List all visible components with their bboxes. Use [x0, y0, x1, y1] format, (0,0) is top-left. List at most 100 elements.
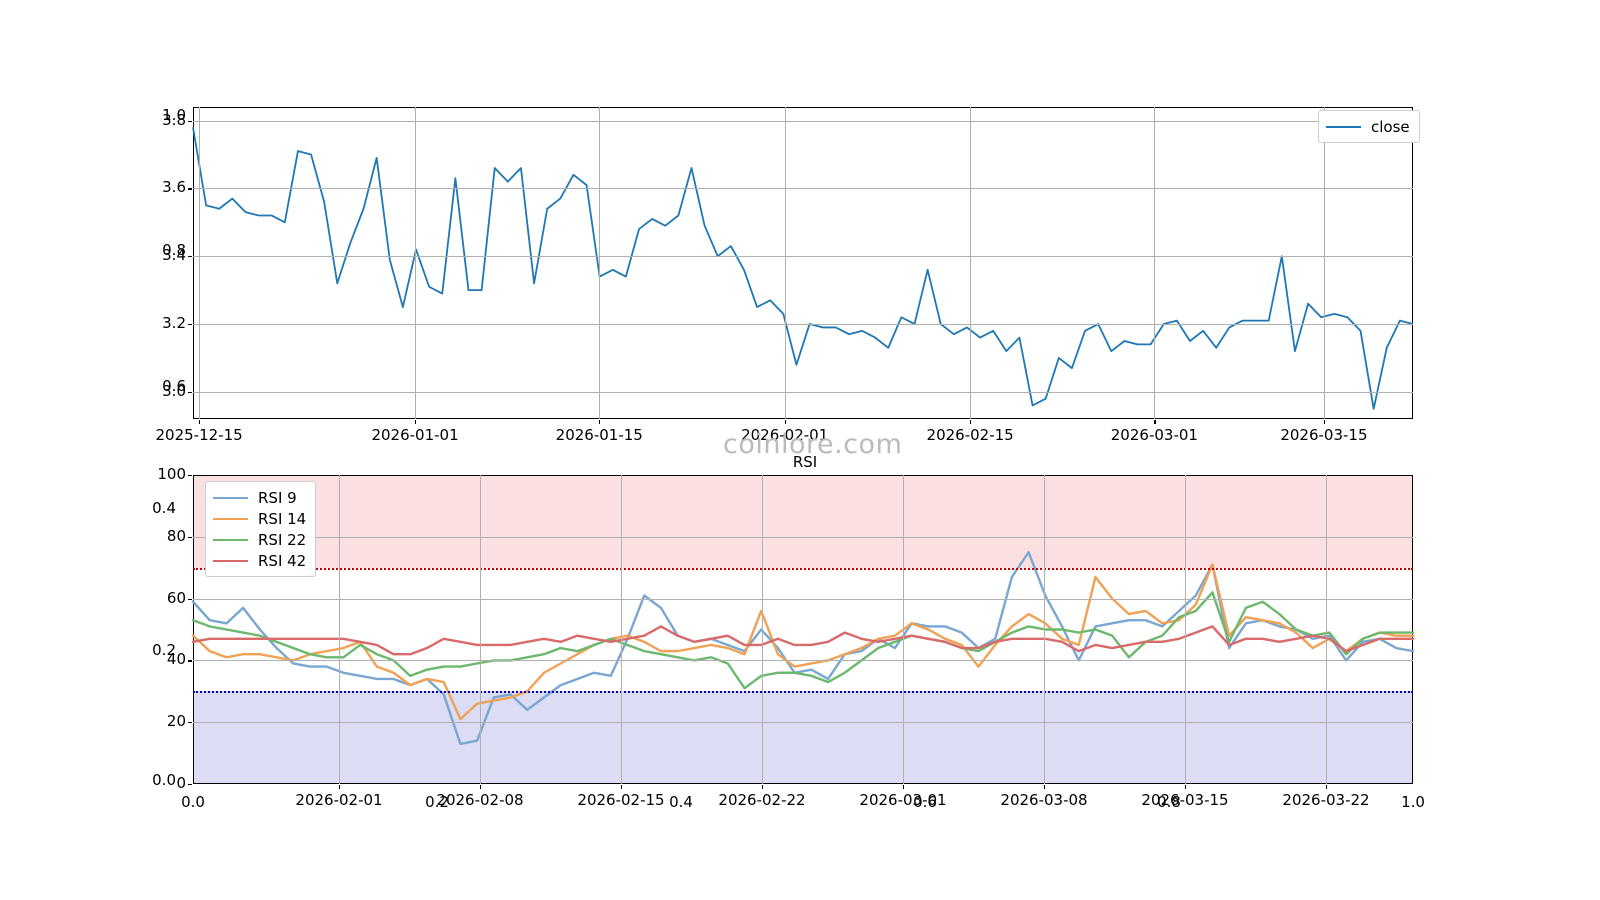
rsi-x-tickmark	[339, 785, 341, 789]
price-line-series	[192, 127, 1414, 410]
price-x-tick-label: 2026-01-01	[371, 426, 459, 444]
rsi-gridline-h	[193, 660, 1413, 662]
rsi-chart-legend[interactable]: RSI 9 RSI 14 RSI 22 RSI 42	[205, 481, 317, 577]
price-y-tick-label: 3.0	[162, 381, 186, 400]
rsi-x-secondary-tick-label: 0.2	[425, 793, 449, 811]
price-y-secondary-tick-label: 0.8	[162, 241, 186, 260]
rsi-line-rsi-9	[191, 551, 1415, 746]
price-chart-legend[interactable]: close	[1318, 110, 1420, 143]
watermark-coinlore: coinlore.com	[723, 429, 903, 460]
rsi-gridline-v	[1044, 475, 1045, 784]
rsi-y-tickmark	[188, 784, 192, 786]
rsi-x-tick-label: 2026-02-01	[295, 791, 383, 809]
rsi-x-tickmark	[480, 785, 482, 789]
price-x-tick-label: 2025-12-15	[155, 426, 243, 444]
rsi-y-tick-label: 60	[166, 588, 186, 607]
rsi-x-secondary-tick-label: 0.8	[1157, 793, 1181, 811]
rsi-line-rsi-22	[191, 591, 1415, 690]
price-gridline-h	[193, 324, 1413, 326]
price-x-tickmark	[1323, 420, 1326, 424]
rsi-y-tickmark	[188, 722, 192, 724]
legend-item-close[interactable]: close	[1326, 116, 1410, 137]
rsi-x-tickmark	[1044, 785, 1046, 789]
rsi-y-tick-label: 40	[166, 650, 186, 669]
rsi-x-secondary-tick-label: 0.6	[913, 793, 937, 811]
rsi-x-secondary-tick-label: 0.0	[181, 793, 205, 811]
rsi-x-tickmark	[903, 785, 905, 789]
rsi-x-tick-label: 2026-02-22	[718, 791, 806, 809]
price-x-tickmark	[1154, 420, 1156, 424]
rsi-gridline-v	[903, 475, 904, 784]
price-chart-axes	[192, 107, 1414, 419]
rsi-y-tickmark	[188, 536, 192, 538]
rsi-x-tickmark	[762, 785, 764, 789]
price-y-tick-label: 3.6	[162, 178, 186, 197]
rsi-gridline-h	[193, 722, 1413, 724]
legend-swatch-rsi-22	[213, 538, 248, 541]
price-gridline-h	[193, 391, 1413, 393]
rsi-chart-axes	[191, 475, 1415, 784]
overbought-band	[193, 475, 1413, 568]
rsi-gridline-h	[193, 598, 1413, 600]
price-gridline-h	[193, 120, 1413, 122]
price-y-tickmark	[188, 120, 192, 122]
rsi-line-rsi-42	[191, 625, 1415, 656]
price-x-tickmark	[415, 420, 417, 424]
legend-swatch-rsi-42	[213, 559, 248, 562]
rsi-x-tick-label: 2026-03-22	[1282, 791, 1370, 809]
price-x-tickmark	[599, 420, 601, 424]
price-y-tick-label: 3.4	[162, 246, 186, 265]
price-y-tick-label: 3.2	[162, 314, 186, 333]
legend-label-close: close	[1371, 117, 1410, 136]
price-gridline-v	[970, 107, 972, 419]
price-x-tick-label: 2026-02-15	[926, 426, 1014, 444]
close-price-line	[192, 127, 1414, 410]
rsi-gridline-v	[621, 475, 622, 784]
rsi-y-tickmark	[188, 660, 192, 662]
price-x-tickmark	[784, 420, 786, 424]
price-gridline-v	[199, 107, 201, 419]
price-gridline-v	[1323, 107, 1325, 419]
rsi-x-tickmark	[1185, 785, 1187, 789]
rsi-gridline-v	[1326, 475, 1327, 784]
rsi-x-secondary-tick-label: 1.0	[1401, 793, 1425, 811]
rsi-gridline-v	[339, 475, 340, 784]
price-gridline-v	[415, 107, 417, 419]
price-x-tick-label: 2026-03-01	[1110, 426, 1198, 444]
price-gridline-h	[193, 188, 1413, 190]
rsi-line-series	[191, 551, 1415, 746]
legend-item-rsi-9[interactable]: RSI 9	[213, 487, 306, 508]
rsi-y-secondary-tick-label: 0.2	[152, 641, 176, 660]
oversold-band	[193, 691, 1413, 784]
overbought-threshold-line	[193, 567, 1413, 570]
rsi-y-tickmark	[188, 598, 192, 600]
price-y-tickmark	[188, 256, 192, 258]
rsi-x-tickmark	[1326, 785, 1328, 789]
rsi-x-tick-label: 2026-02-08	[436, 791, 524, 809]
price-y-secondary-tick-label: 0.6	[162, 376, 186, 395]
legend-item-rsi-22[interactable]: RSI 22	[213, 529, 306, 550]
legend-swatch-rsi-9	[213, 496, 248, 499]
rsi-x-tick-label: 2026-03-01	[859, 791, 947, 809]
rsi-gridline-v	[762, 475, 763, 784]
price-x-tickmark	[970, 420, 972, 424]
legend-swatch-close	[1326, 125, 1361, 128]
rsi-x-tick-label: 2026-03-08	[1000, 791, 1088, 809]
legend-swatch-rsi-14	[213, 517, 248, 520]
legend-item-rsi-42[interactable]: RSI 42	[213, 550, 306, 571]
rsi-line-rsi-14	[191, 563, 1415, 721]
rsi-y-tickmark	[188, 475, 192, 477]
rsi-y-tick-label: 80	[166, 526, 186, 545]
legend-label-rsi-42: RSI 42	[258, 551, 307, 570]
legend-item-rsi-14[interactable]: RSI 14	[213, 508, 306, 529]
rsi-chart-title: RSI	[792, 453, 818, 471]
price-y-tickmark	[188, 324, 192, 326]
rsi-gridline-h	[193, 536, 1413, 538]
rsi-gridline-v	[480, 475, 481, 784]
rsi-x-tickmark	[621, 785, 623, 789]
rsi-x-tick-label: 2026-02-15	[577, 791, 665, 809]
price-gridline-v	[599, 107, 601, 419]
rsi-y-secondary-tick-label: 0.0	[152, 771, 176, 789]
legend-label-rsi-9: RSI 9	[258, 488, 297, 507]
